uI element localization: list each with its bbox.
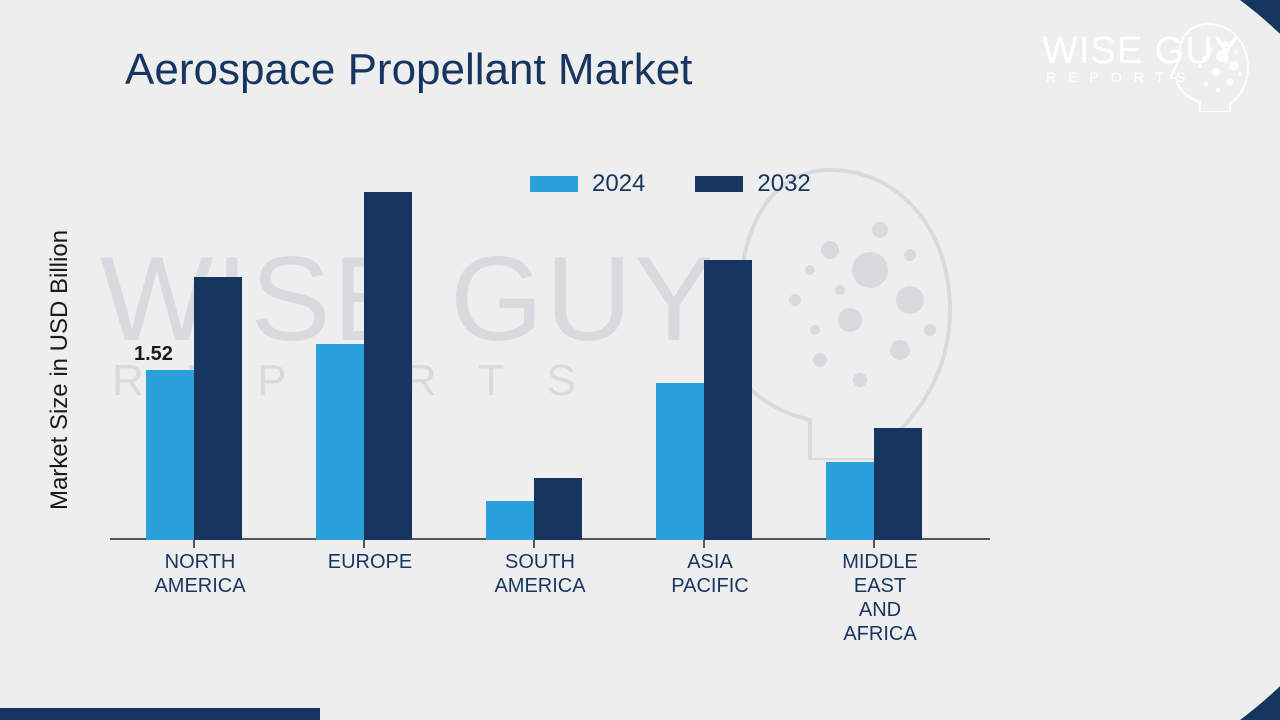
bar-2032 xyxy=(534,478,582,540)
category-label: MIDDLE EAST AND AFRICA xyxy=(800,550,960,646)
category-label: ASIA PACIFIC xyxy=(630,550,790,598)
bar-2024 xyxy=(656,383,704,540)
x-axis-tick xyxy=(193,540,195,548)
category-label: NORTH AMERICA xyxy=(120,550,280,598)
bar-2024 xyxy=(486,501,534,540)
brand-block: WISE GUY REPORTS xyxy=(1042,30,1240,85)
bar-value-label: 1.52 xyxy=(134,343,173,366)
category-label: EUROPE xyxy=(290,550,450,574)
bar-2032 xyxy=(704,260,752,540)
x-axis-tick xyxy=(533,540,535,548)
brand-head-icon xyxy=(1170,22,1250,112)
x-axis-tick xyxy=(703,540,705,548)
chart-title: Aerospace Propellant Market xyxy=(125,45,692,95)
bottom-accent-strip xyxy=(0,708,320,720)
chart: Market Size in USD Billion 1.52 NORTH AM… xyxy=(50,160,1010,620)
x-axis-tick xyxy=(363,540,365,548)
bar-2032 xyxy=(194,277,242,540)
page: WISE GUY REPORTS Aerospace Propellant Ma… xyxy=(0,0,1280,720)
category-label: SOUTH AMERICA xyxy=(460,550,620,598)
bar-2024 xyxy=(826,462,874,540)
y-axis-label: Market Size in USD Billion xyxy=(40,160,80,580)
bar-2032 xyxy=(364,192,412,540)
plot-area: 1.52 xyxy=(110,170,990,540)
bar-2024 xyxy=(146,370,194,540)
bar-2032 xyxy=(874,428,922,540)
x-axis-tick xyxy=(873,540,875,548)
bar-2024 xyxy=(316,344,364,540)
